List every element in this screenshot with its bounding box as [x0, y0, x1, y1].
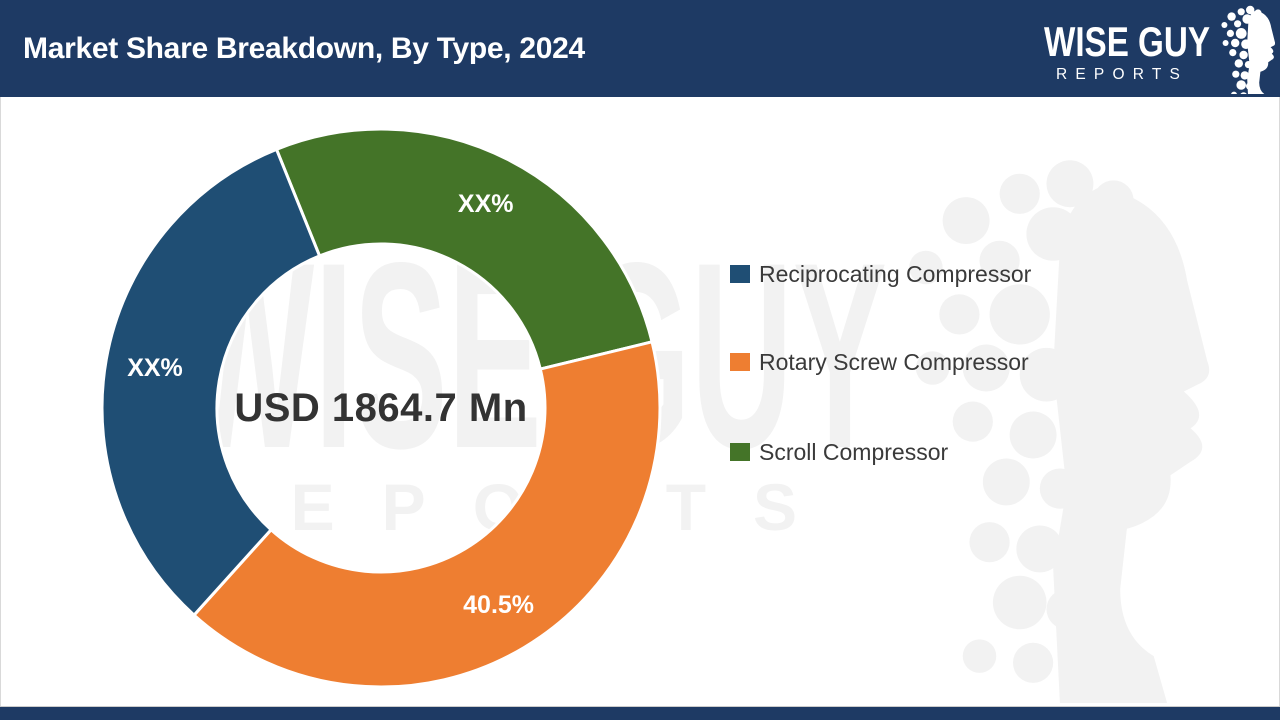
- legend-item-scroll-compressor: Scroll Compressor: [730, 438, 948, 466]
- legend-label: Scroll Compressor: [759, 438, 949, 465]
- legend-swatch-icon: [730, 353, 750, 371]
- page-title: Market Share Breakdown, By Type, 2024: [23, 31, 585, 65]
- donut-segment-label: XX%: [127, 354, 183, 382]
- legend-item-reciprocating-compressor: Reciprocating Compressor: [730, 260, 1031, 288]
- donut-center-value: USD 1864.7 Mn: [234, 385, 528, 430]
- wiseguy-face-icon: [1221, 5, 1275, 94]
- donut-segment-scroll-compressor: [274, 127, 654, 371]
- wiseguy-logo: WISE GUY REPORTS: [1044, 5, 1275, 94]
- legend-swatch-icon: [730, 265, 750, 283]
- logo-text-line1: WISE GUY: [1044, 18, 1210, 65]
- chart-area: WISE GUY REPORTS XX%40.5%XX% USD 1864.7 …: [0, 97, 1280, 706]
- donut-segment-label: XX%: [458, 190, 514, 218]
- legend-swatch-icon: [730, 443, 750, 461]
- logo-text-line2: REPORTS: [1056, 66, 1188, 83]
- legend-label: Reciprocating Compressor: [759, 260, 1032, 287]
- donut-chart: XX% 40.5% XX%: [100, 127, 662, 689]
- legend-item-rotary-screw-compressor: Rotary Screw Compressor: [730, 348, 1029, 376]
- donut-segment-label: 40.5%: [463, 591, 534, 619]
- header-bar: Market Share Breakdown, By Type, 2024 WI…: [0, 0, 1280, 97]
- donut-segment-reciprocating-compressor: [100, 147, 322, 618]
- donut-segment-rotary-screw-compressor: [191, 340, 662, 689]
- legend-label: Rotary Screw Compressor: [759, 348, 1029, 375]
- footer-bar: [0, 706, 1280, 720]
